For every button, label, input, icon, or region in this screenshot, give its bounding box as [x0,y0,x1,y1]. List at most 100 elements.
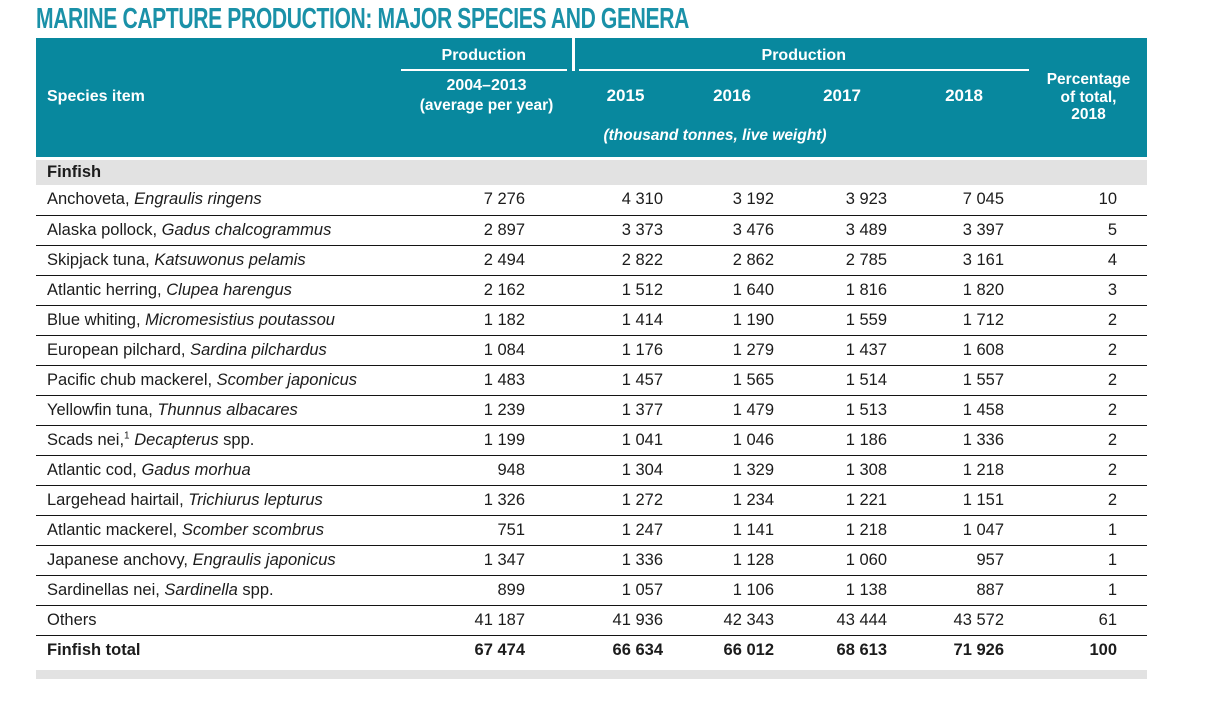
average-per-year-label: (average per year) [419,96,554,114]
common-name: Pacific chub mackerel, [47,370,213,389]
value-percentage-2018: 5 [1030,215,1147,246]
value-2018: 1 820 [898,275,1030,306]
species-cell: Anchoveta, Engraulis ringens [36,185,400,216]
section-label-finfish: Finfish [36,156,1147,185]
value-2015: 1 272 [573,485,678,516]
table-row: Scads nei,1 Decapterus spp. 1 199 1 041 1 0… [36,425,1147,456]
species-cell: European pilchard, Sardina pilchardus [36,335,400,366]
scientific-name: Trichiurus lepturus [188,490,323,509]
value-percentage-2018: 1 [1030,545,1147,576]
value-2017: 2 785 [786,245,898,276]
table-row: Atlantic cod, Gadus morhua 948 1 304 1 329 1… [36,455,1147,486]
common-name: Japanese anchovy, [47,550,188,569]
value-2016: 3 192 [678,185,786,216]
table-row: Japanese anchovy, Engraulis japonicus 1 3… [36,545,1147,576]
value-percentage-2018: 100 [1089,640,1117,659]
common-name: Alaska pollock, [47,220,158,239]
value-2018: 1 151 [898,485,1030,516]
value-2016: 1 141 [678,515,786,546]
table-row: Pacific chub mackerel, Scomber japonicus… [36,365,1147,396]
value-2017: 1 437 [786,335,898,366]
value-2016: 1 640 [678,275,786,306]
value-2016: 1 106 [678,575,786,606]
value-avg-2004-2013: 41 187 [400,605,573,636]
value-2016: 1 128 [678,545,786,576]
table-row: Skipjack tuna, Katsuwonus pelamis 2 494 2 … [36,245,1147,276]
scientific-name: Thunnus albacares [157,400,298,419]
value-avg-2004-2013: 948 [400,455,573,486]
value-avg-2004-2013: 751 [400,515,573,546]
column-header-2015: 2015 [573,71,678,120]
species-table: Species item Production Production Perce… [36,38,1147,665]
value-avg-2004-2013: 2 494 [400,245,573,276]
species-cell: Atlantic herring, Clupea harengus [36,275,400,306]
footnote-marker: 1 [124,430,130,441]
value-2015: 1 414 [573,305,678,336]
value-percentage-2018: 2 [1030,365,1147,396]
production-group-label: Production [401,48,567,71]
common-name: Largehead hairtail, [47,490,184,509]
species-cell: Sardinellas nei, Sardinella spp. [36,575,400,606]
percentage-header-line: 2018 [1071,106,1106,123]
value-2016: 42 343 [678,605,786,636]
value-avg-2004-2013: 1 347 [400,545,573,576]
value-2016: 1 565 [678,365,786,396]
species-cell: Scads nei,1 Decapterus spp. [36,425,400,456]
value-2017: 1 221 [786,485,898,516]
value-2017: 1 218 [786,515,898,546]
value-2016: 1 329 [678,455,786,486]
value-2017: 1 186 [786,425,898,456]
column-header-2004-2013-average: 2004–2013 (average per year) [400,71,573,120]
value-2018: 1 557 [898,365,1030,396]
scientific-name: Clupea harengus [166,280,292,299]
value-percentage-2018: 1 [1030,575,1147,606]
value-2016: 66 012 [723,640,774,659]
species-cell: Others [36,605,400,636]
value-2018: 887 [898,575,1030,606]
scientific-name: Engraulis ringens [134,190,262,209]
value-2017: 1 060 [786,545,898,576]
value-2017: 3 923 [786,185,898,216]
value-2018: 1 336 [898,425,1030,456]
common-name: Atlantic mackerel, [47,520,178,539]
value-2015: 3 373 [573,215,678,246]
value-2017: 1 559 [786,305,898,336]
scientific-name: Katsuwonus pelamis [154,250,306,269]
common-name: Sardinellas nei, [47,580,160,599]
table-row: Yellowfin tuna, Thunnus albacares 1 239 1 … [36,395,1147,426]
value-2015: 1 247 [573,515,678,546]
value-2016: 2 862 [678,245,786,276]
table-body: Finfish Anchoveta, Engraulis ringens 7 27… [36,156,1147,665]
table-row: Atlantic mackerel, Scomber scombrus 751 1 … [36,515,1147,546]
unit-note: (thousand tonnes, live weight) [400,120,1030,158]
table-row: Anchoveta, Engraulis ringens 7 276 4 310 3 … [36,185,1147,216]
species-cell: Alaska pollock, Gadus chalcogrammus [36,215,400,246]
value-avg-2004-2013: 1 084 [400,335,573,366]
value-2018: 3 161 [898,245,1030,276]
species-cell: Largehead hairtail, Trichiurus lepturus [36,485,400,516]
species-cell: Yellowfin tuna, Thunnus albacares [36,395,400,426]
species-cell: Skipjack tuna, Katsuwonus pelamis [36,245,400,276]
value-avg-2004-2013: 1 326 [400,485,573,516]
value-2018: 43 572 [898,605,1030,636]
value-percentage-2018: 2 [1030,425,1147,456]
species-cell: Atlantic mackerel, Scomber scombrus [36,515,400,546]
value-2015: 1 304 [573,455,678,486]
value-percentage-2018: 4 [1030,245,1147,276]
scientific-name: Scomber scombrus [181,520,324,539]
species-table-wrap: Species item Production Production Perce… [36,38,1147,665]
value-percentage-2018: 2 [1030,335,1147,366]
value-2017: 1 513 [786,395,898,426]
scientific-name: Scomber japonicus [216,370,357,389]
common-name: Finfish total [47,640,141,659]
value-2018: 1 047 [898,515,1030,546]
column-header-species-item: Species item [36,38,400,158]
column-header-2017: 2017 [786,71,898,120]
average-years-label: 2004–2013 [446,76,527,94]
value-2015: 1 457 [573,365,678,396]
common-name: Skipjack tuna, [47,250,150,269]
value-avg-2004-2013: 899 [400,575,573,606]
value-2015: 1 336 [573,545,678,576]
value-2018: 1 608 [898,335,1030,366]
value-percentage-2018: 1 [1030,515,1147,546]
